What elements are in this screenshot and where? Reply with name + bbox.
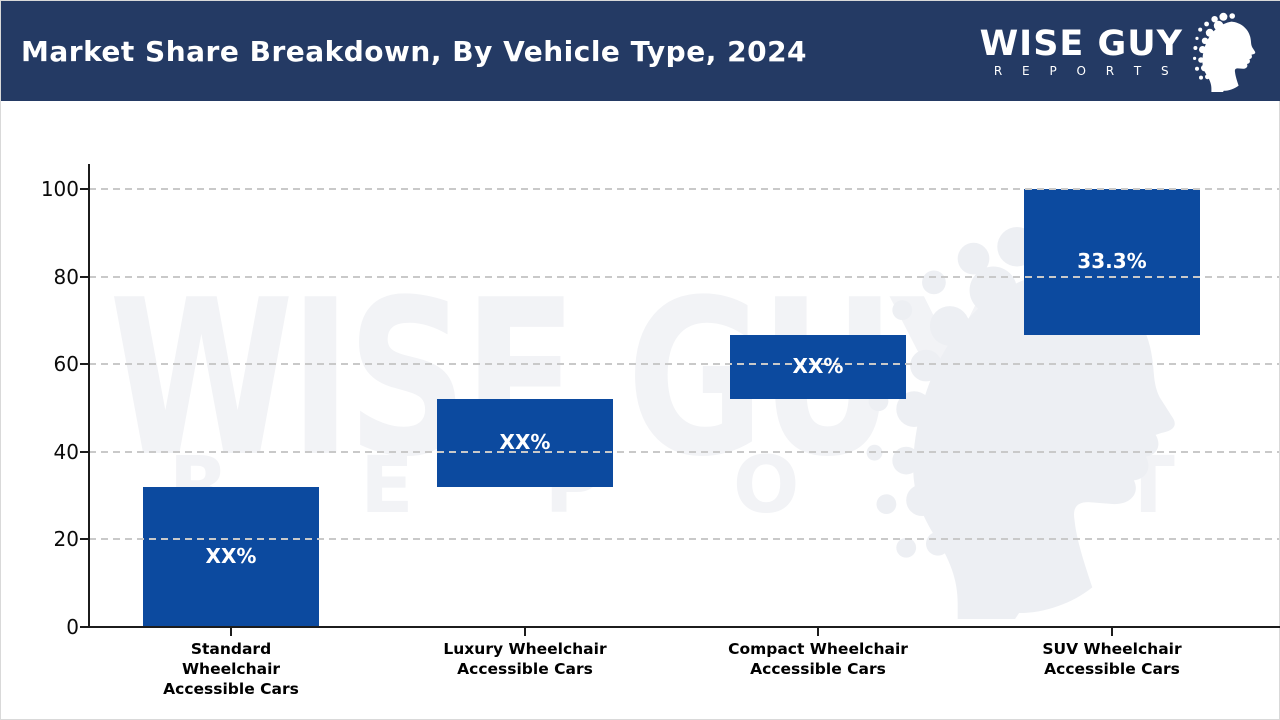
x-category-label: SUV Wheelchair Accessible Cars	[1042, 640, 1182, 678]
y-tick-label: 80	[53, 264, 79, 289]
y-tick-mark	[80, 538, 88, 541]
y-tick-mark	[80, 626, 88, 628]
bar-segment	[730, 334, 906, 400]
x-axis	[88, 626, 1280, 628]
y-tick-label: 20	[53, 527, 79, 552]
y-axis	[88, 164, 90, 628]
bar-segment	[143, 486, 319, 627]
x-category-label: Standard Wheelchair Accessible Cars	[163, 640, 299, 698]
x-tick-mark	[1111, 628, 1113, 636]
brand-logo: WISE GUY R E P O R T S	[980, 6, 1265, 98]
y-tick-mark	[80, 188, 88, 190]
gridline	[89, 450, 1279, 453]
y-tick-mark	[80, 363, 88, 366]
x-tick-mark	[817, 628, 819, 636]
page-title: Market Share Breakdown, By Vehicle Type,…	[21, 34, 808, 68]
x-tick-mark	[524, 628, 526, 636]
bar-value-label: XX%	[499, 430, 551, 455]
gridline	[89, 275, 1279, 278]
brand-subtitle: R E P O R T S	[993, 64, 1177, 79]
y-tick-mark	[80, 450, 88, 453]
y-tick-label: 100	[40, 177, 79, 201]
gridline	[89, 538, 1279, 541]
x-tick-mark	[230, 628, 232, 636]
bar-value-label: XX%	[205, 543, 257, 568]
header-bar: Market Share Breakdown, By Vehicle Type,…	[1, 1, 1280, 101]
bar-segment	[437, 399, 613, 487]
gridline	[89, 363, 1279, 366]
y-tick-label: 40	[53, 439, 79, 464]
bar-value-label: XX%	[792, 354, 844, 379]
y-tick-label: 60	[53, 352, 79, 377]
bar-segment	[1024, 189, 1200, 335]
x-category-label: Luxury Wheelchair Accessible Cars	[443, 640, 607, 678]
x-category-label: Compact Wheelchair Accessible Cars	[728, 640, 908, 678]
brand-head-icon	[1185, 9, 1265, 95]
bar-value-label: 33.3%	[1077, 248, 1147, 273]
y-tick-mark	[80, 275, 88, 278]
brand-name: WISE GUY	[979, 23, 1183, 64]
y-tick-label: 0	[66, 615, 79, 639]
gridline	[89, 188, 1279, 190]
